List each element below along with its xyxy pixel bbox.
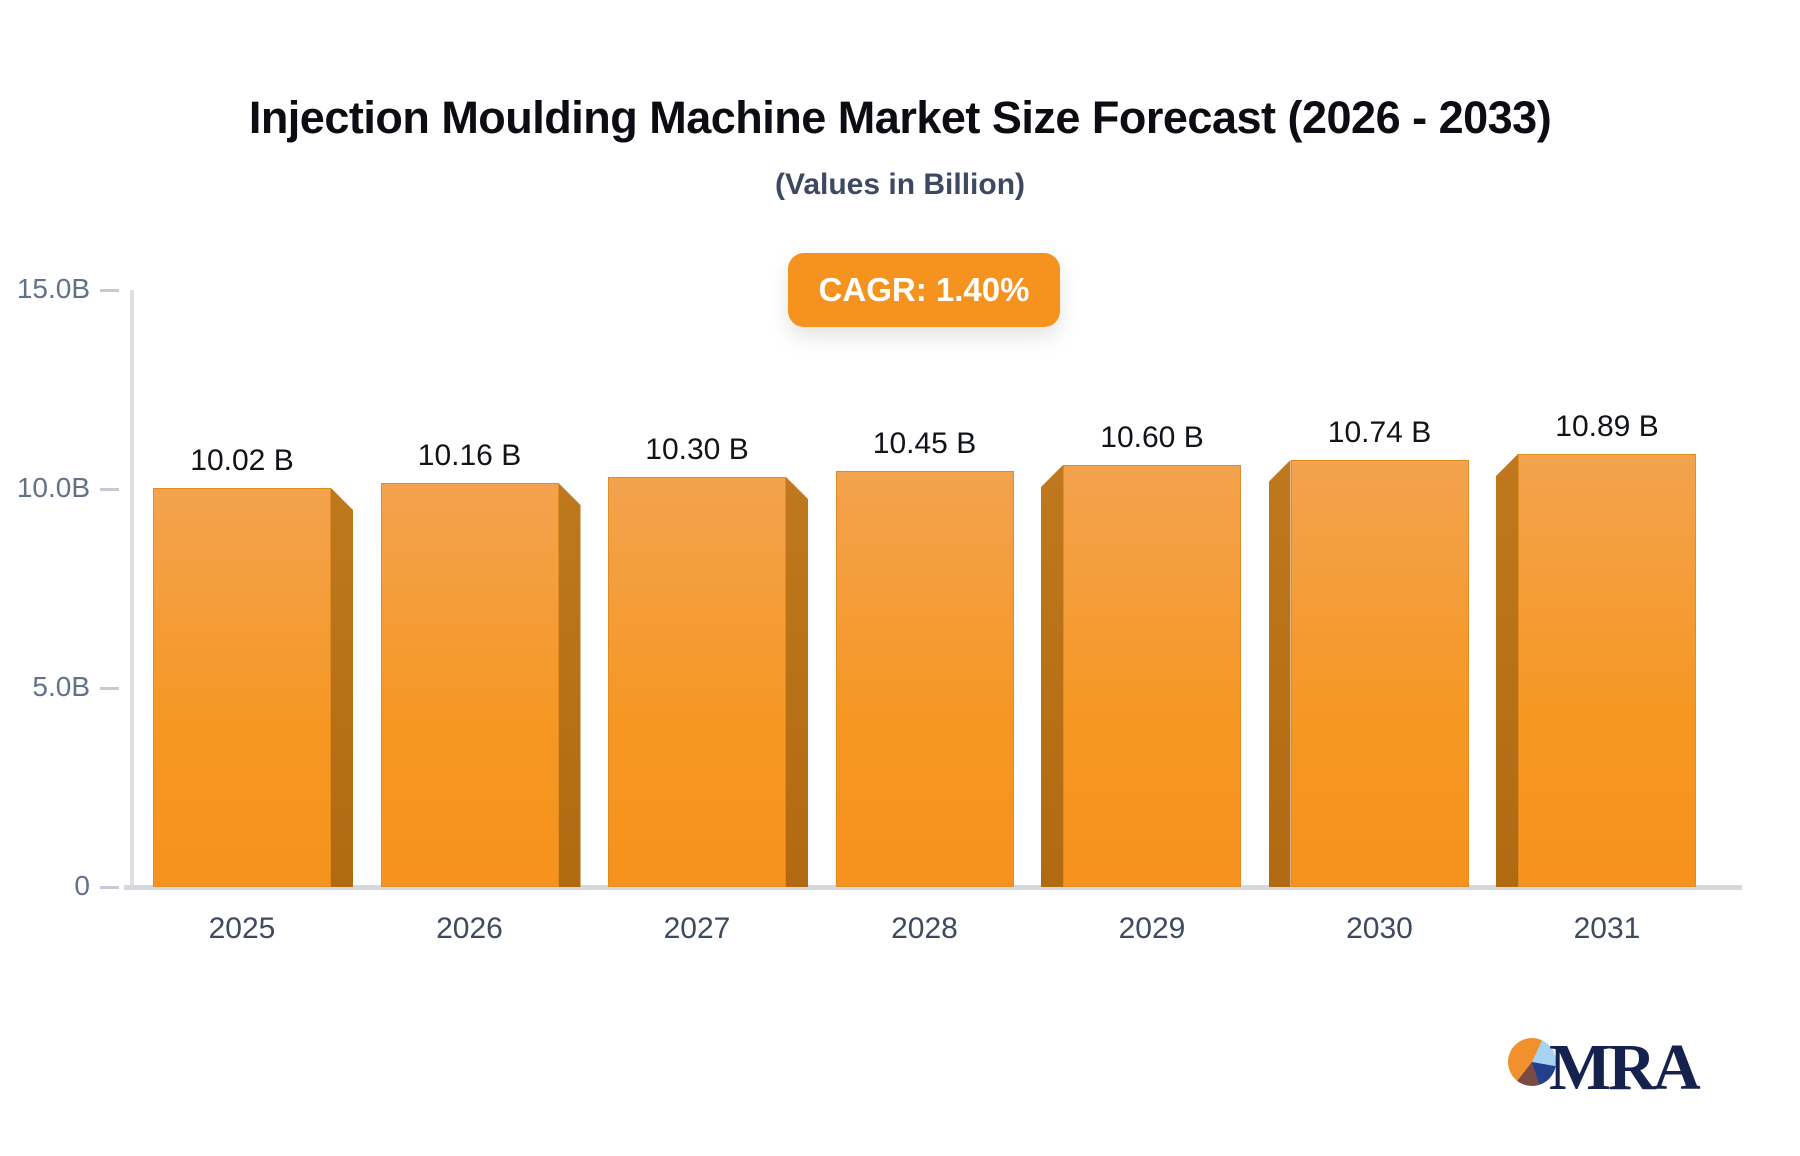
mra-logo: MRA <box>1505 1030 1715 1110</box>
bar-value-label: 10.60 B <box>1100 421 1204 454</box>
bar-value-label: 10.89 B <box>1555 410 1659 443</box>
y-axis-tick <box>100 687 119 690</box>
bar-2029 <box>1063 465 1241 887</box>
x-axis-label: 2028 <box>891 912 958 945</box>
bar-2030 <box>1290 460 1469 887</box>
x-axis-label: 2031 <box>1573 912 1641 945</box>
bar-value-label: 10.30 B <box>645 433 749 466</box>
x-axis-label: 2030 <box>1346 912 1413 945</box>
bar-3d-side <box>786 477 808 887</box>
bar-3d-side <box>558 483 581 887</box>
bar-value-label: 10.02 B <box>190 444 294 477</box>
x-axis-label: 2027 <box>663 912 731 945</box>
bar-value-label: 10.16 B <box>417 439 522 472</box>
y-axis-tick <box>100 289 119 292</box>
bar-2025 <box>153 488 331 887</box>
mra-logo-text: MRA <box>1549 1031 1701 1104</box>
bar-3d-side <box>1496 454 1518 887</box>
bar-2031 <box>1518 454 1696 887</box>
bar-value-label: 10.74 B <box>1327 416 1432 449</box>
y-axis-label: 5.0B <box>32 671 90 702</box>
bar-value-label: 10.45 B <box>872 427 977 460</box>
chart-title: Injection Moulding Machine Market Size F… <box>248 92 1552 143</box>
chart-subtitle: (Values in Billion) <box>774 168 1026 201</box>
y-axis-label: 15.0B <box>16 273 90 304</box>
bar-2026 <box>380 483 559 887</box>
y-axis-label: 0 <box>74 870 90 901</box>
bar-3d-side <box>1268 460 1291 887</box>
bar-3d-side <box>331 488 353 887</box>
bar-2027 <box>608 477 786 887</box>
x-axis-line <box>124 885 1742 890</box>
bar-3d-side <box>1041 465 1063 887</box>
x-axis-label: 2029 <box>1118 912 1186 945</box>
x-axis-label: 2026 <box>436 912 503 945</box>
cagr-badge: CAGR: 1.40% <box>788 253 1060 327</box>
mra-logo-pie-icon <box>1508 1038 1556 1086</box>
x-axis-label: 2025 <box>208 912 276 945</box>
y-axis-tick <box>100 886 119 889</box>
y-axis-tick <box>100 488 119 491</box>
y-axis-line <box>130 290 134 889</box>
y-axis-label: 10.0B <box>16 472 90 503</box>
bar-2028 <box>835 471 1014 887</box>
